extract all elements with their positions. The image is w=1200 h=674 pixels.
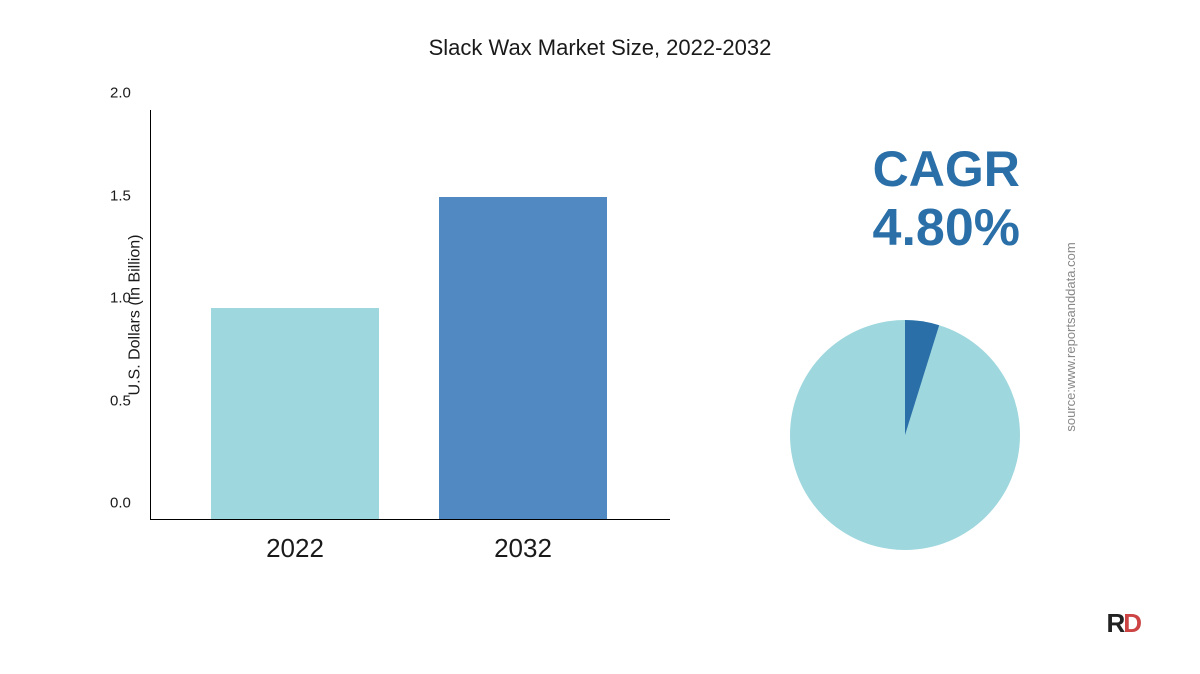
y-tick: 0.0 <box>110 495 131 512</box>
infographic-container: Slack Wax Market Size, 2022-2032 U.S. Do… <box>0 0 1200 674</box>
logo-r: R <box>1106 608 1123 638</box>
y-tick: 1.0 <box>110 290 131 307</box>
y-tick: 1.5 <box>110 187 131 204</box>
y-axis-label: U.S. Dollars (In Billion) <box>126 235 144 396</box>
y-tick: 2.0 <box>110 85 131 102</box>
cagr-label: CAGR <box>873 140 1020 198</box>
x-tick: 2022 <box>266 533 324 564</box>
brand-logo: RD <box>1106 608 1140 639</box>
y-tick: 0.5 <box>110 392 131 409</box>
chart-title: Slack Wax Market Size, 2022-2032 <box>0 35 1200 61</box>
x-tick: 2032 <box>494 533 552 564</box>
bar-chart: U.S. Dollars (In Billion) 0.00.51.01.52.… <box>150 110 670 520</box>
plot-area: 20222032 <box>150 110 670 520</box>
cagr-block: CAGR 4.80% <box>873 140 1020 258</box>
cagr-value: 4.80% <box>873 198 1020 258</box>
logo-d: D <box>1123 608 1140 638</box>
source-attribution: source:www.reportsanddata.com <box>1063 242 1078 431</box>
bar <box>439 197 607 519</box>
pie-svg <box>790 320 1020 550</box>
bar <box>211 308 379 519</box>
pie-chart <box>790 320 1020 550</box>
